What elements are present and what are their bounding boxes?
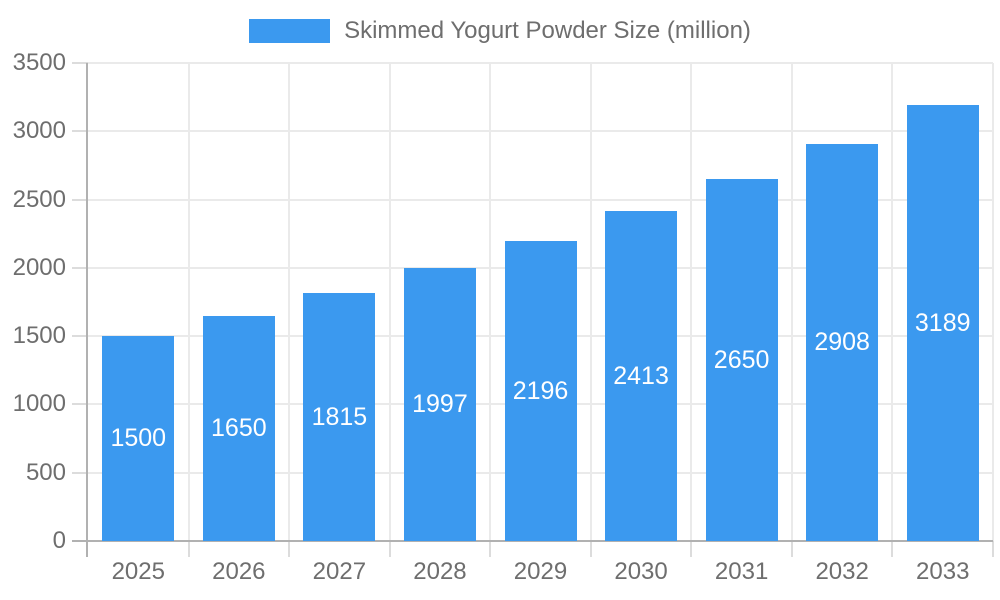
x-gridline [891,63,894,541]
bar: 2650 [705,179,778,541]
bar: 1650 [202,315,275,541]
x-tick-label: 2028 [413,558,467,585]
x-tick-label: 2027 [312,558,367,585]
bar: 2908 [806,143,879,541]
x-tick [992,541,994,557]
bar: 1500 [102,336,175,541]
x-tick [589,541,592,557]
x-tick [790,541,793,557]
y-tick [72,471,88,474]
y-tick-label: 3000 [12,117,66,145]
y-tick [72,266,88,269]
x-gridline [489,63,492,541]
x-gridline [790,63,793,541]
bar-value-label: 2908 [814,327,870,356]
x-tick [690,541,693,557]
x-gridline [992,63,994,541]
y-tick [72,403,88,406]
y-gridline [88,198,993,201]
bar: 3189 [906,105,979,541]
bar: 1815 [303,293,376,541]
legend-item[interactable]: Skimmed Yogurt Powder Size (million) [0,17,1000,45]
x-tick-label: 2030 [614,558,668,585]
x-gridline [388,63,391,541]
bar-value-label: 2413 [613,361,669,390]
x-tick [388,541,391,557]
bar: 2413 [605,211,678,541]
x-gridline [288,63,291,541]
x-tick-label: 2032 [815,558,869,585]
y-tick-label: 0 [52,527,66,554]
y-gridline [88,130,993,133]
y-tick [72,62,88,64]
y-tick-label: 2500 [12,185,66,213]
y-gridline [88,62,993,64]
y-tick-label: 1000 [12,390,66,418]
bar-value-label: 2196 [512,376,569,405]
y-tick [72,198,88,201]
legend-swatch [249,19,331,43]
y-tick-label: 500 [25,458,66,486]
x-tick-label: 2029 [513,558,568,585]
x-tick-label: 2026 [212,558,266,585]
y-tick [72,335,88,338]
x-gridline [187,63,190,541]
legend-label: Skimmed Yogurt Powder Size (million) [344,17,751,44]
x-tick [489,541,492,557]
x-tick [891,541,894,557]
y-tick-label: 2000 [12,253,66,281]
x-tick-label: 2025 [111,558,165,585]
y-tick [72,130,88,133]
x-tick-label: 2031 [714,558,769,585]
bar-value-label: 1650 [211,413,267,442]
bar-value-label: 1500 [110,424,167,453]
x-tick-label: 2033 [916,558,970,585]
y-tick-label: 3500 [12,49,66,76]
x-tick [187,541,190,557]
bar-value-label: 2650 [713,345,770,374]
x-gridline [589,63,592,541]
bar-value-label: 1997 [412,390,468,419]
x-tick [288,541,291,557]
y-axis-line [86,63,88,557]
bar-value-label: 3189 [914,308,971,337]
x-gridline [690,63,693,541]
x-axis-line [72,540,993,542]
bar: 2196 [504,241,577,541]
y-tick-label: 1500 [12,322,66,350]
bar: 1997 [403,268,476,541]
bar-value-label: 1815 [311,402,368,431]
